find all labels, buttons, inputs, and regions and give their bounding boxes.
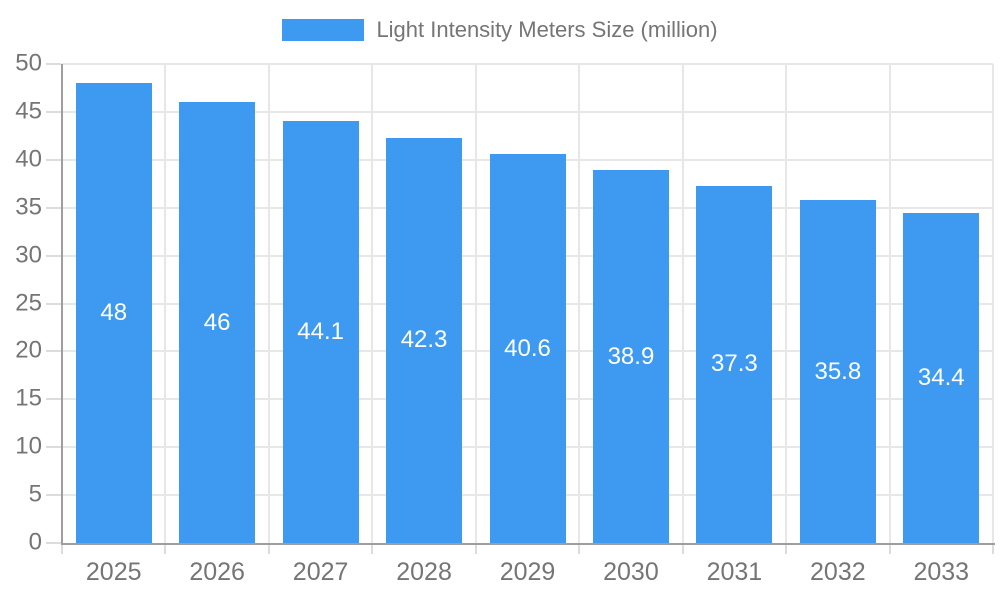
bar-value-label: 46 — [203, 308, 231, 336]
y-axis-tick — [46, 63, 61, 65]
x-axis-label-2029: 2029 — [499, 558, 556, 586]
x-axis-label-2025: 2025 — [85, 558, 142, 586]
x-axis-tick — [681, 545, 684, 554]
bar-value-label: 42.3 — [400, 326, 448, 354]
y-axis-label: 40 — [15, 145, 42, 173]
bar-value-label: 34.4 — [917, 364, 965, 392]
x-axis-label-2033: 2033 — [913, 558, 970, 586]
bar-2028[interactable]: 42.3 — [386, 137, 463, 543]
gridline-vertical — [371, 64, 374, 543]
gridline-vertical — [992, 64, 994, 543]
y-axis-line — [61, 64, 63, 545]
gridline-vertical — [267, 64, 270, 543]
x-axis-tick — [785, 545, 788, 554]
y-axis-label: 50 — [15, 49, 42, 77]
x-axis-tick — [61, 545, 63, 554]
x-axis-tick — [267, 545, 270, 554]
bar-2027[interactable]: 44.1 — [282, 120, 359, 543]
bar-2029[interactable]: 40.6 — [489, 154, 566, 543]
bar-2031[interactable]: 37.3 — [696, 185, 773, 543]
gridline-vertical — [785, 64, 788, 543]
y-axis-label: 0 — [28, 528, 42, 556]
x-axis-tick — [888, 545, 891, 554]
gridline-vertical — [164, 64, 167, 543]
y-axis-tick — [46, 398, 61, 401]
legend-swatch[interactable] — [282, 19, 365, 41]
x-axis-line — [61, 543, 995, 545]
y-axis-tick — [46, 254, 61, 257]
y-axis-tick — [46, 446, 61, 449]
bar-2030[interactable]: 38.9 — [592, 170, 669, 543]
legend[interactable]: Light Intensity Meters Size (million) — [0, 17, 1000, 43]
y-axis-label: 20 — [15, 336, 42, 364]
y-axis-label: 25 — [15, 288, 42, 316]
y-axis-tick — [46, 542, 61, 544]
y-axis-label: 15 — [15, 384, 42, 412]
x-axis-tick — [164, 545, 167, 554]
x-axis-label-2027: 2027 — [292, 558, 349, 586]
bar-value-label: 35.8 — [814, 357, 862, 385]
y-axis-tick — [46, 158, 61, 161]
x-axis-tick — [578, 545, 581, 554]
y-axis-label: 45 — [15, 97, 42, 125]
legend-label: Light Intensity Meters Size (million) — [376, 17, 718, 42]
y-axis-label: 35 — [15, 193, 42, 221]
bar-value-label: 38.9 — [607, 342, 655, 370]
bar-value-label: 40.6 — [504, 334, 551, 362]
x-axis-label-2032: 2032 — [810, 558, 866, 586]
y-axis-tick — [46, 206, 61, 209]
bar-value-label: 44.1 — [297, 317, 344, 345]
x-axis-tick — [474, 545, 477, 554]
bar-value-label: 48 — [100, 299, 128, 327]
bar-2025[interactable]: 48 — [75, 83, 152, 543]
gridline-vertical — [681, 64, 684, 543]
y-axis-tick — [46, 494, 61, 497]
gridline-vertical — [474, 64, 477, 543]
gridline-vertical — [888, 64, 891, 543]
bar-2033[interactable]: 34.4 — [903, 213, 980, 543]
x-axis-label-2028: 2028 — [396, 558, 452, 586]
y-axis-tick — [46, 302, 61, 305]
x-axis-tick — [992, 545, 994, 554]
bar-2032[interactable]: 35.8 — [799, 200, 876, 543]
x-axis-tick — [371, 545, 374, 554]
x-axis-label-2026: 2026 — [189, 558, 245, 586]
gridline-horizontal — [62, 63, 993, 65]
y-axis-label: 30 — [15, 241, 42, 269]
y-axis-label: 10 — [15, 432, 42, 460]
y-axis-tick — [46, 110, 61, 113]
x-axis-label-2030: 2030 — [603, 558, 659, 586]
y-axis-tick — [46, 350, 61, 353]
bar-2026[interactable]: 46 — [179, 102, 256, 543]
gridline-horizontal — [62, 110, 993, 113]
plot-area: 48 46 44.1 42.3 40.6 38.9 37.3 35.8 34.4 — [61, 63, 994, 543]
y-axis-label: 5 — [28, 480, 42, 508]
gridline-vertical — [578, 64, 581, 543]
bar-value-label: 37.3 — [711, 350, 758, 378]
x-axis-label-2031: 2031 — [706, 558, 763, 586]
